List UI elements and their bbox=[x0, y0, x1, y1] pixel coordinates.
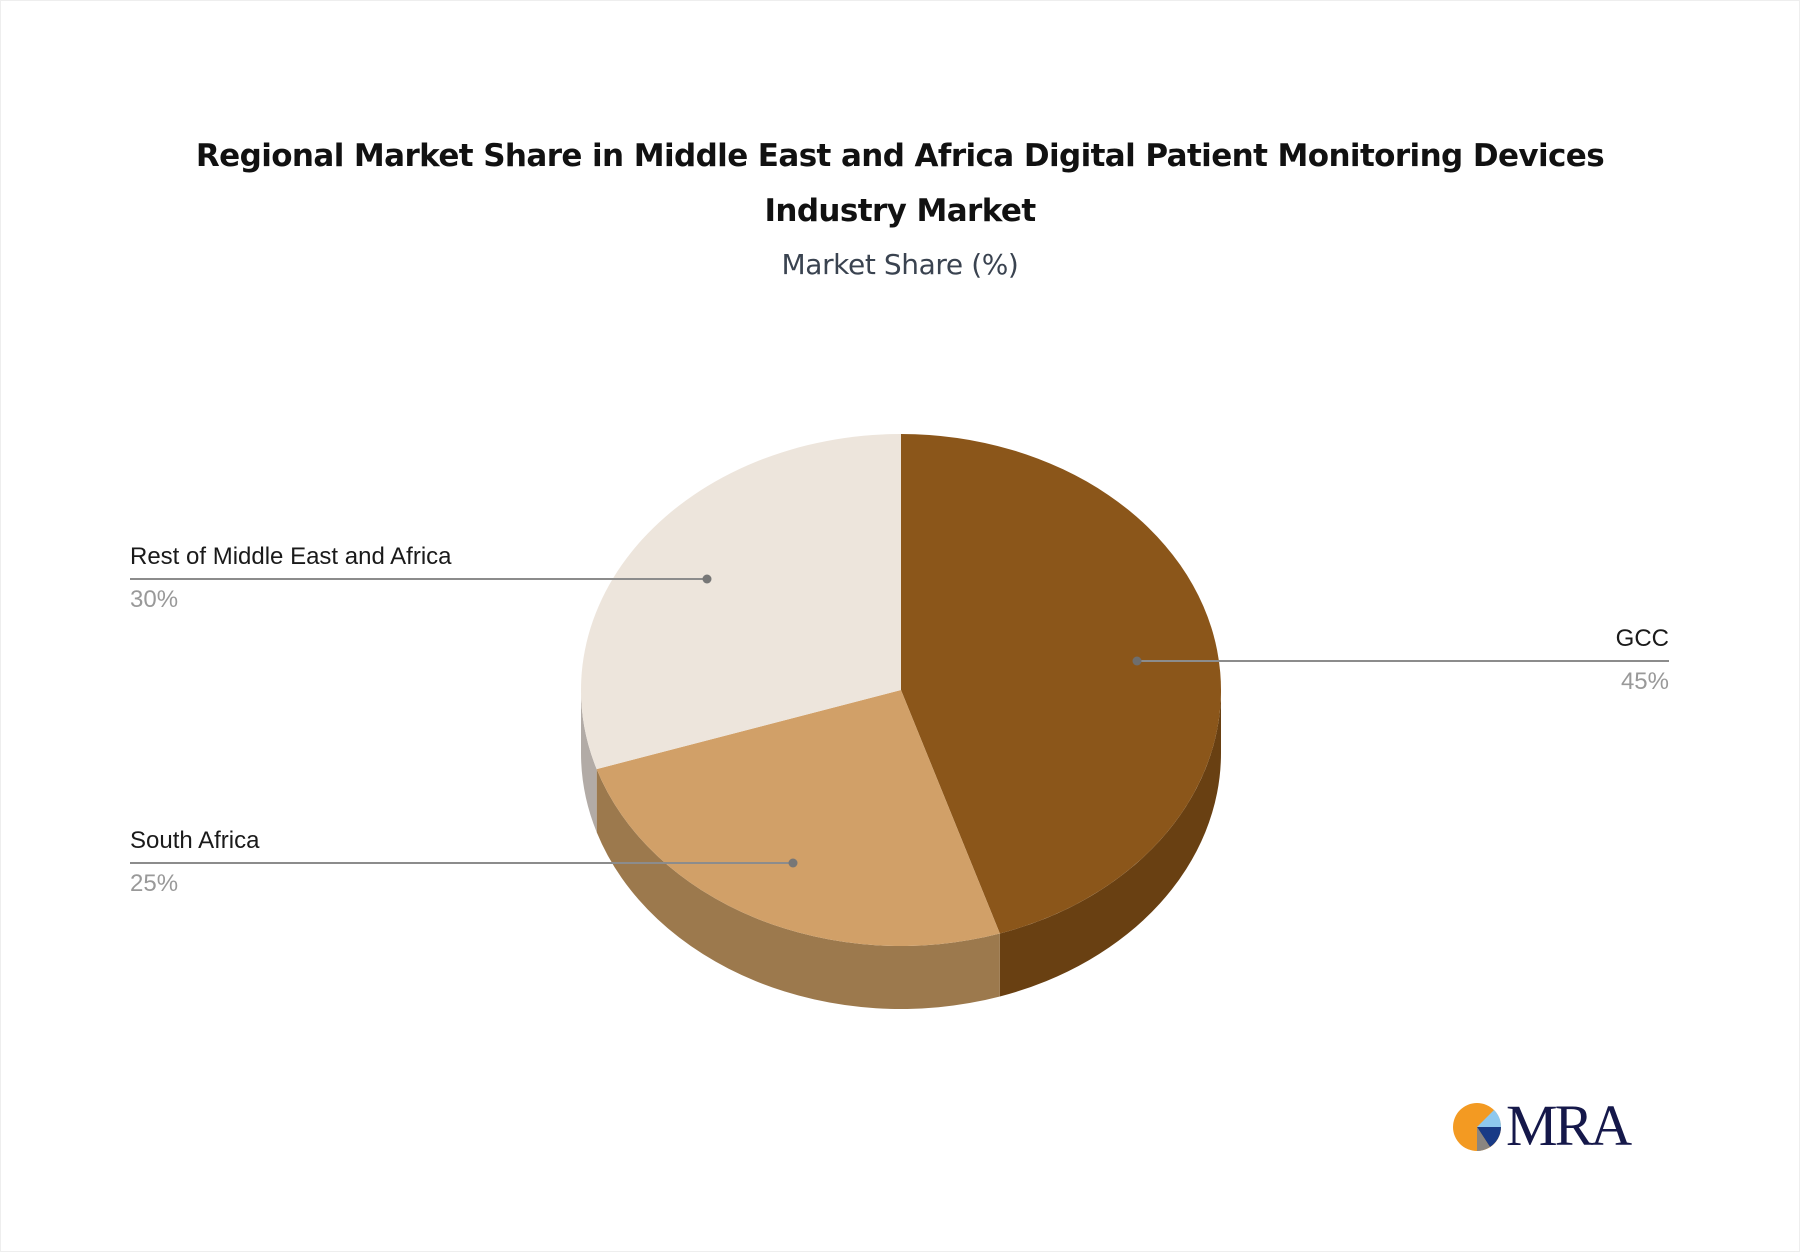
label-gcc-value: 45% bbox=[1620, 668, 1669, 695]
callout-dot-south-africa bbox=[788, 858, 798, 868]
pie-side-gcc bbox=[999, 690, 1221, 997]
label-gcc-name: GCC bbox=[1615, 625, 1669, 652]
pie-side-rest-of-middle-east-and-africa bbox=[581, 690, 597, 833]
pie-sides bbox=[581, 690, 1221, 1009]
pie-slice-south-africa[interactable] bbox=[596, 690, 1000, 947]
chart-title-line-2: Industry Market bbox=[764, 193, 1036, 229]
logo-pie-icon bbox=[1453, 1103, 1502, 1151]
label-rest-value: 30% bbox=[130, 586, 179, 613]
pie-slice-gcc[interactable] bbox=[901, 434, 1221, 934]
pie-slice-rest-of-middle-east-and-africa[interactable] bbox=[580, 434, 901, 770]
label-south-africa-value: 25% bbox=[130, 870, 179, 897]
label-south-africa-name: South Africa bbox=[130, 827, 260, 854]
callout-lines bbox=[130, 574, 1669, 868]
pie-slices bbox=[580, 434, 1221, 947]
chart-subtitle: Market Share (%) bbox=[781, 248, 1019, 281]
chart-title-line-1: Regional Market Share in Middle East and… bbox=[195, 138, 1605, 174]
label-rest-name: Rest of Middle East and Africa bbox=[130, 543, 452, 570]
callout-dot-rest bbox=[702, 574, 712, 584]
mra-logo: MRA bbox=[1450, 1093, 1640, 1158]
pie-side-south-africa bbox=[596, 769, 1000, 1009]
callout-dot-gcc bbox=[1132, 656, 1142, 666]
logo-text: MRA bbox=[1506, 1093, 1632, 1158]
